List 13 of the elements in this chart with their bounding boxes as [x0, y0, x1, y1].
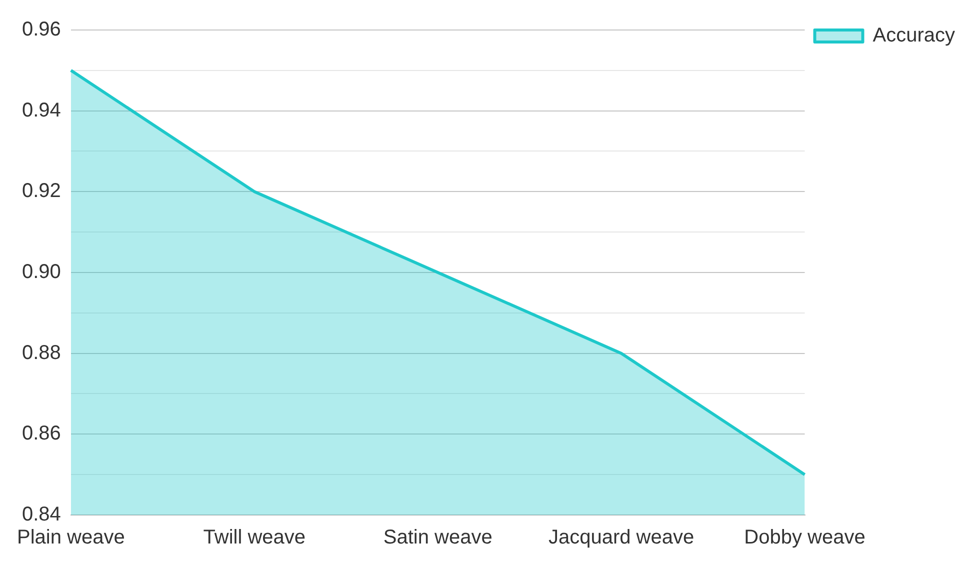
x-tick-label: Plain weave: [17, 526, 125, 549]
y-tick-label: 0.94: [22, 99, 61, 122]
y-tick-label: 0.90: [22, 261, 61, 284]
x-tick-label: Twill weave: [203, 526, 306, 549]
y-tick-label: 0.84: [22, 504, 61, 526]
x-tick-label: Satin weave: [383, 526, 492, 549]
y-tick-label: 0.96: [22, 18, 61, 41]
legend-label: Accuracy: [872, 24, 956, 47]
x-tick-label: Dobby weave: [744, 526, 866, 549]
y-tick-label: 0.88: [22, 342, 61, 364]
x-tick-label: Jacquard weave: [548, 526, 694, 549]
y-tick-label: 0.86: [22, 422, 61, 445]
y-tick-label: 0.92: [22, 180, 61, 202]
